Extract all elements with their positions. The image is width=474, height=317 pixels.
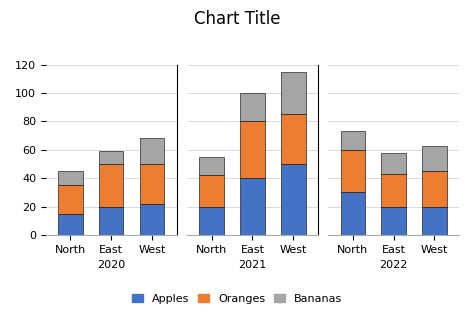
X-axis label: 2021: 2021 bbox=[238, 260, 266, 270]
Bar bbox=[99, 151, 123, 164]
Bar bbox=[240, 121, 264, 178]
Bar bbox=[382, 207, 406, 235]
Bar bbox=[58, 171, 82, 185]
Bar bbox=[140, 164, 164, 204]
Bar bbox=[422, 207, 447, 235]
Bar bbox=[140, 139, 164, 164]
Bar bbox=[340, 192, 365, 235]
X-axis label: 2022: 2022 bbox=[380, 260, 408, 270]
Bar bbox=[382, 174, 406, 207]
Bar bbox=[199, 157, 224, 175]
Bar bbox=[99, 164, 123, 207]
Bar bbox=[199, 175, 224, 207]
Bar bbox=[340, 150, 365, 192]
Bar bbox=[422, 171, 447, 207]
Bar bbox=[240, 93, 264, 121]
Bar bbox=[58, 214, 82, 235]
Bar bbox=[140, 204, 164, 235]
X-axis label: 2020: 2020 bbox=[97, 260, 125, 270]
Bar bbox=[281, 72, 306, 114]
Legend: Apples, Oranges, Bananas: Apples, Oranges, Bananas bbox=[128, 289, 346, 308]
Bar bbox=[99, 207, 123, 235]
Bar bbox=[199, 207, 224, 235]
Bar bbox=[340, 132, 365, 150]
Bar bbox=[281, 114, 306, 164]
Bar bbox=[281, 164, 306, 235]
Bar bbox=[422, 146, 447, 171]
Bar bbox=[58, 185, 82, 214]
Bar bbox=[382, 153, 406, 174]
Text: Chart Title: Chart Title bbox=[194, 10, 280, 28]
Bar bbox=[240, 178, 264, 235]
